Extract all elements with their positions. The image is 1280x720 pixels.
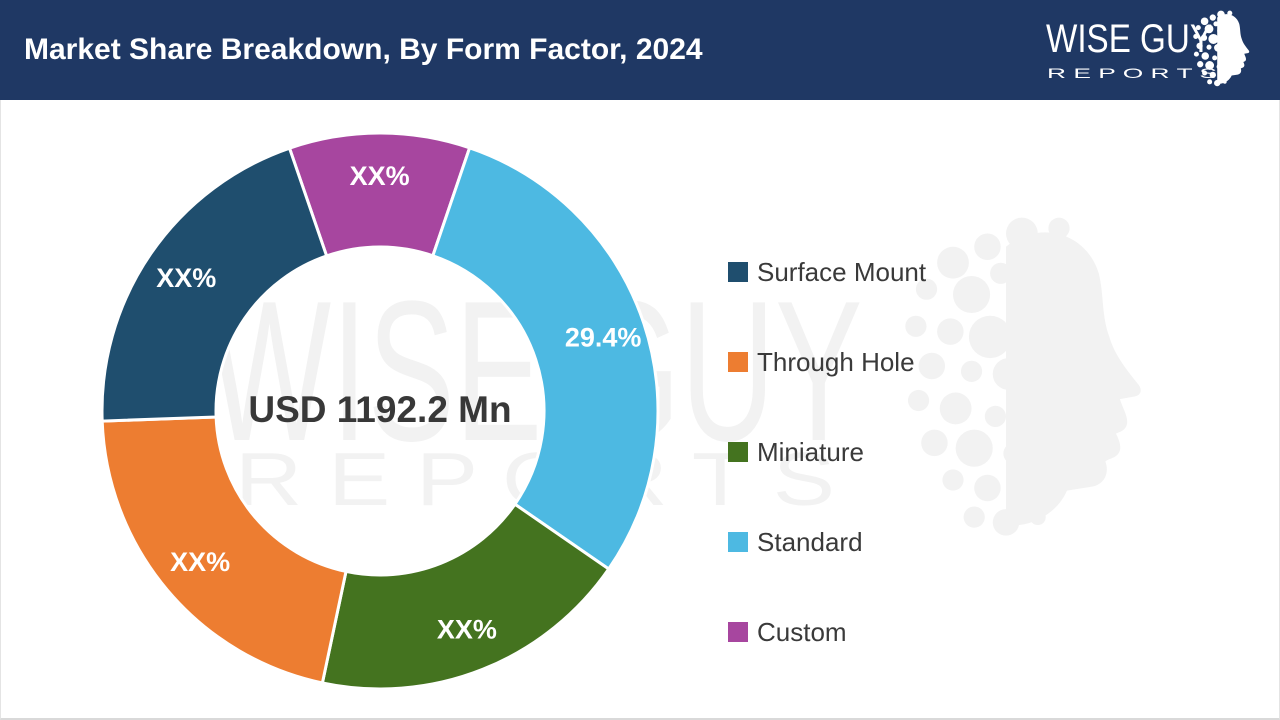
legend-item-miniature: Miniature (728, 437, 926, 467)
slice-label-miniature: XX% (437, 614, 497, 644)
slice-label-standard: 29.4% (565, 322, 642, 352)
legend-swatch-standard (728, 532, 748, 552)
legend-swatch-miniature (728, 442, 748, 462)
legend-label: Miniature (757, 436, 864, 467)
legend-label: Through Hole (757, 346, 915, 377)
header-bar: Market Share Breakdown, By Form Factor, … (0, 0, 1280, 100)
legend-item-through-hole: Through Hole (728, 347, 926, 377)
chart-legend: Surface Mount Through Hole Miniature Standa… (728, 257, 926, 707)
chart-center-value: USD 1192.2 Mn (248, 389, 512, 430)
watermark-face-icon (905, 217, 1141, 536)
slice-label-through-hole: XX% (170, 547, 230, 577)
wiseguy-logo: WISE GUY R E P O R T S (1046, 10, 1250, 87)
legend-swatch-surface-mount (728, 262, 748, 282)
legend-swatch-through-hole (728, 352, 748, 372)
legend-label: Standard (757, 526, 863, 557)
donut-slice-custom (287, 131, 472, 258)
slice-label-custom: XX% (350, 161, 410, 191)
slice-label-surface-mount: XX% (156, 263, 216, 293)
legend-label: Surface Mount (757, 256, 927, 287)
legend-item-standard: Standard (728, 527, 926, 557)
legend-swatch-custom (728, 622, 748, 642)
legend-item-custom: Custom (728, 617, 926, 647)
legend-item-surface-mount: Surface Mount (728, 257, 926, 287)
logo-reports: R E P O R T S (1047, 65, 1217, 81)
donut-slice-through-hole (100, 415, 348, 685)
donut-slice-surface-mount (100, 146, 329, 423)
donut-slice-miniature (320, 502, 611, 691)
legend-label: Custom (757, 616, 847, 647)
donut-slice-standard (431, 146, 660, 571)
logo-wordmark: WISE GUY (1046, 17, 1212, 61)
page-title: Market Share Breakdown, By Form Factor, … (24, 33, 703, 66)
